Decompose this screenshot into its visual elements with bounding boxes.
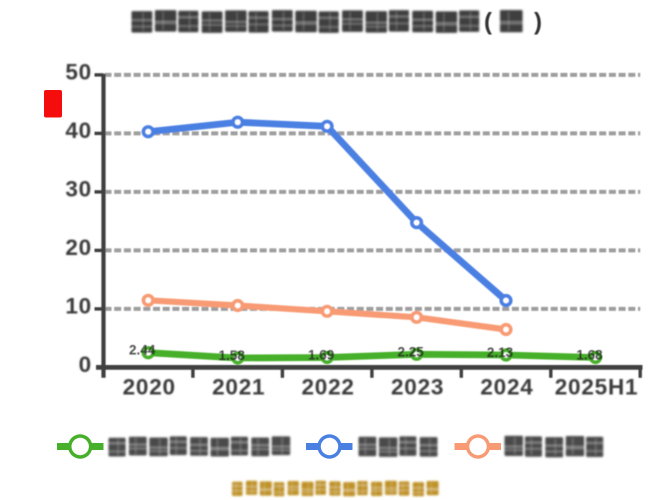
svg-text:0: 0 [79,352,92,377]
svg-text:40: 40 [65,118,92,143]
svg-text:1.68: 1.68 [576,348,603,363]
svg-text:2.44: 2.44 [129,343,156,358]
svg-text:20: 20 [65,235,92,260]
svg-text:50: 50 [65,59,92,84]
svg-text:2024: 2024 [480,375,533,400]
svg-text:2.13: 2.13 [487,345,514,360]
svg-text:): ) [534,9,542,36]
svg-text:(: ( [484,9,492,36]
svg-text:10: 10 [65,293,92,318]
svg-text:2020: 2020 [123,375,176,400]
svg-text:1.58: 1.58 [219,348,246,363]
svg-text:1.69: 1.69 [308,348,334,363]
svg-text:2022: 2022 [301,375,354,400]
svg-text:2021: 2021 [212,375,265,400]
svg-text:2023: 2023 [391,375,444,400]
svg-text:2025H1: 2025H1 [555,375,639,400]
svg-text:2.25: 2.25 [397,344,424,359]
svg-text:30: 30 [65,176,92,201]
